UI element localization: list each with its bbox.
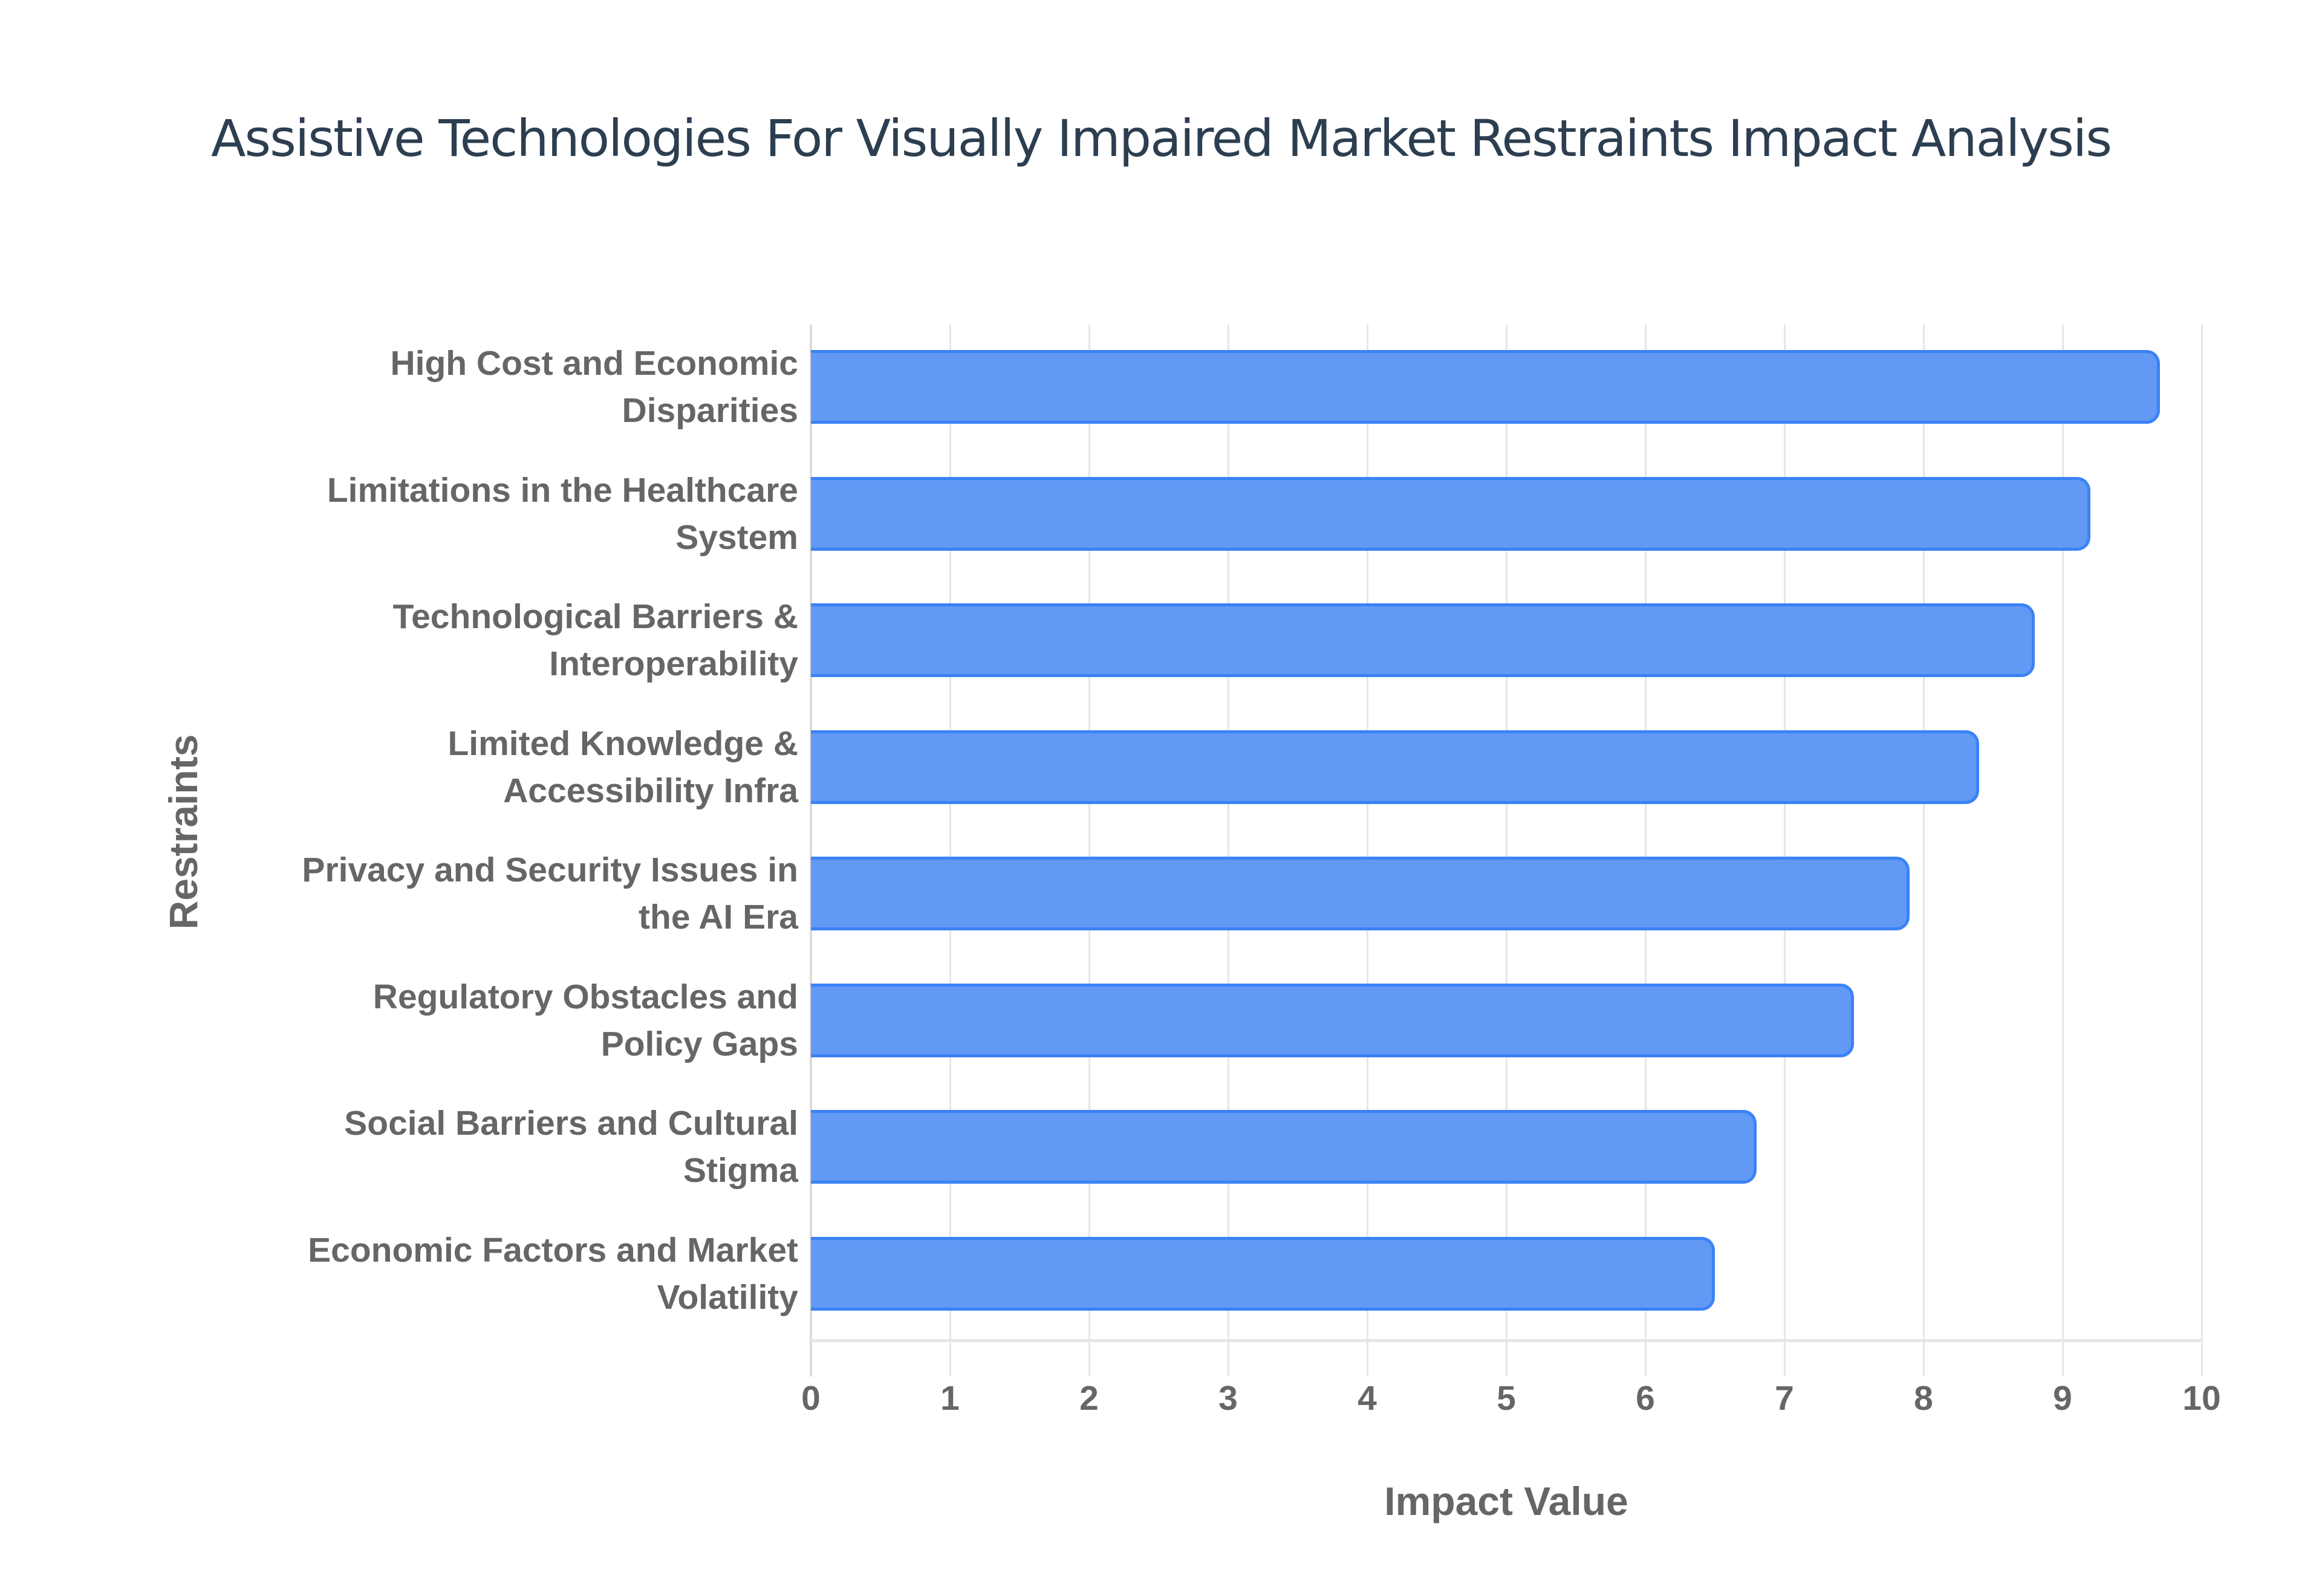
y-axis-label-line: Stigma xyxy=(683,1151,798,1190)
x-axis-tick-label: 4 xyxy=(1358,1379,1377,1418)
x-axis-tick-label: 1 xyxy=(940,1379,960,1418)
bar[interactable] xyxy=(811,350,2160,424)
bar[interactable] xyxy=(811,983,1854,1057)
y-axis-label-line: Limited Knowledge & xyxy=(447,724,798,763)
gridline xyxy=(2201,325,2203,1377)
y-axis-label: Social Barriers and Cultural Stigma xyxy=(133,1100,798,1194)
y-axis-label-line: Privacy and Security Issues in xyxy=(302,851,798,889)
chart-title: Assistive Technologies For Visually Impa… xyxy=(210,109,2112,168)
gridline xyxy=(1367,325,1368,1377)
y-axis-label-line: System xyxy=(675,517,798,557)
x-axis-tick-label: 8 xyxy=(1914,1379,1933,1418)
x-axis-tick-label: 7 xyxy=(1775,1379,1794,1418)
y-axis-label-line: Regulatory Obstacles and xyxy=(372,977,798,1016)
y-axis-label-line: High Cost and Economic xyxy=(390,344,798,383)
plot-area xyxy=(810,325,2203,1377)
y-axis-label-line: Economic Factors and Market xyxy=(308,1230,798,1270)
x-axis-tick-label: 0 xyxy=(801,1379,821,1418)
bar[interactable] xyxy=(811,1110,1757,1184)
gridline xyxy=(1645,325,1647,1377)
y-axis-label: Regulatory Obstacles and Policy Gaps xyxy=(133,973,798,1068)
y-axis-label-line: Interoperability xyxy=(549,644,798,683)
y-axis-label-line: Policy Gaps xyxy=(600,1024,798,1063)
x-axis-tick-label: 5 xyxy=(1497,1379,1516,1418)
bar[interactable] xyxy=(811,476,2090,551)
bar[interactable] xyxy=(811,603,2035,677)
y-axis-label: Privacy and Security Issues in the AI Era xyxy=(133,846,798,941)
y-axis-label-line: Disparities xyxy=(622,391,798,430)
gridline xyxy=(949,325,951,1377)
bar[interactable] xyxy=(811,1236,1715,1311)
y-axis-label-line: the AI Era xyxy=(639,898,798,936)
gridline xyxy=(1784,325,1786,1377)
y-axis-line xyxy=(810,325,812,1377)
y-axis-label-line: Social Barriers and Cultural xyxy=(344,1104,798,1143)
y-axis-label: Limitations in the Healthcare System xyxy=(133,467,798,561)
y-axis-label: High Cost and Economic Disparities xyxy=(133,340,798,434)
x-axis-tick-label: 9 xyxy=(2053,1379,2072,1418)
y-axis-label-line: Technological Barriers & xyxy=(392,597,798,636)
y-axis-label-line: Accessibility Infra xyxy=(503,771,798,810)
x-axis-tick-label: 10 xyxy=(2182,1379,2221,1418)
x-axis-tick-label: 6 xyxy=(1636,1379,1655,1418)
y-axis-label-line: Limitations in the Healthcare xyxy=(327,470,798,510)
gridline xyxy=(1506,325,1507,1377)
y-axis-label: Economic Factors and Market Volatility xyxy=(133,1227,798,1321)
y-axis-label-line: Volatility xyxy=(657,1277,798,1317)
bar[interactable] xyxy=(811,730,1979,804)
x-axis-title: Impact Value xyxy=(1384,1479,1628,1523)
y-axis-label: Technological Barriers & Interoperability xyxy=(133,593,798,687)
gridline xyxy=(1088,325,1090,1377)
gridline xyxy=(2062,325,2064,1377)
gridline xyxy=(1923,325,1925,1377)
y-axis-label: Limited Knowledge & Accessibility Infra xyxy=(133,720,798,814)
x-axis-tick-label: 2 xyxy=(1079,1379,1099,1418)
bar[interactable] xyxy=(811,857,1910,930)
x-axis-tick-label: 3 xyxy=(1218,1379,1238,1418)
gridline xyxy=(1228,325,1229,1377)
